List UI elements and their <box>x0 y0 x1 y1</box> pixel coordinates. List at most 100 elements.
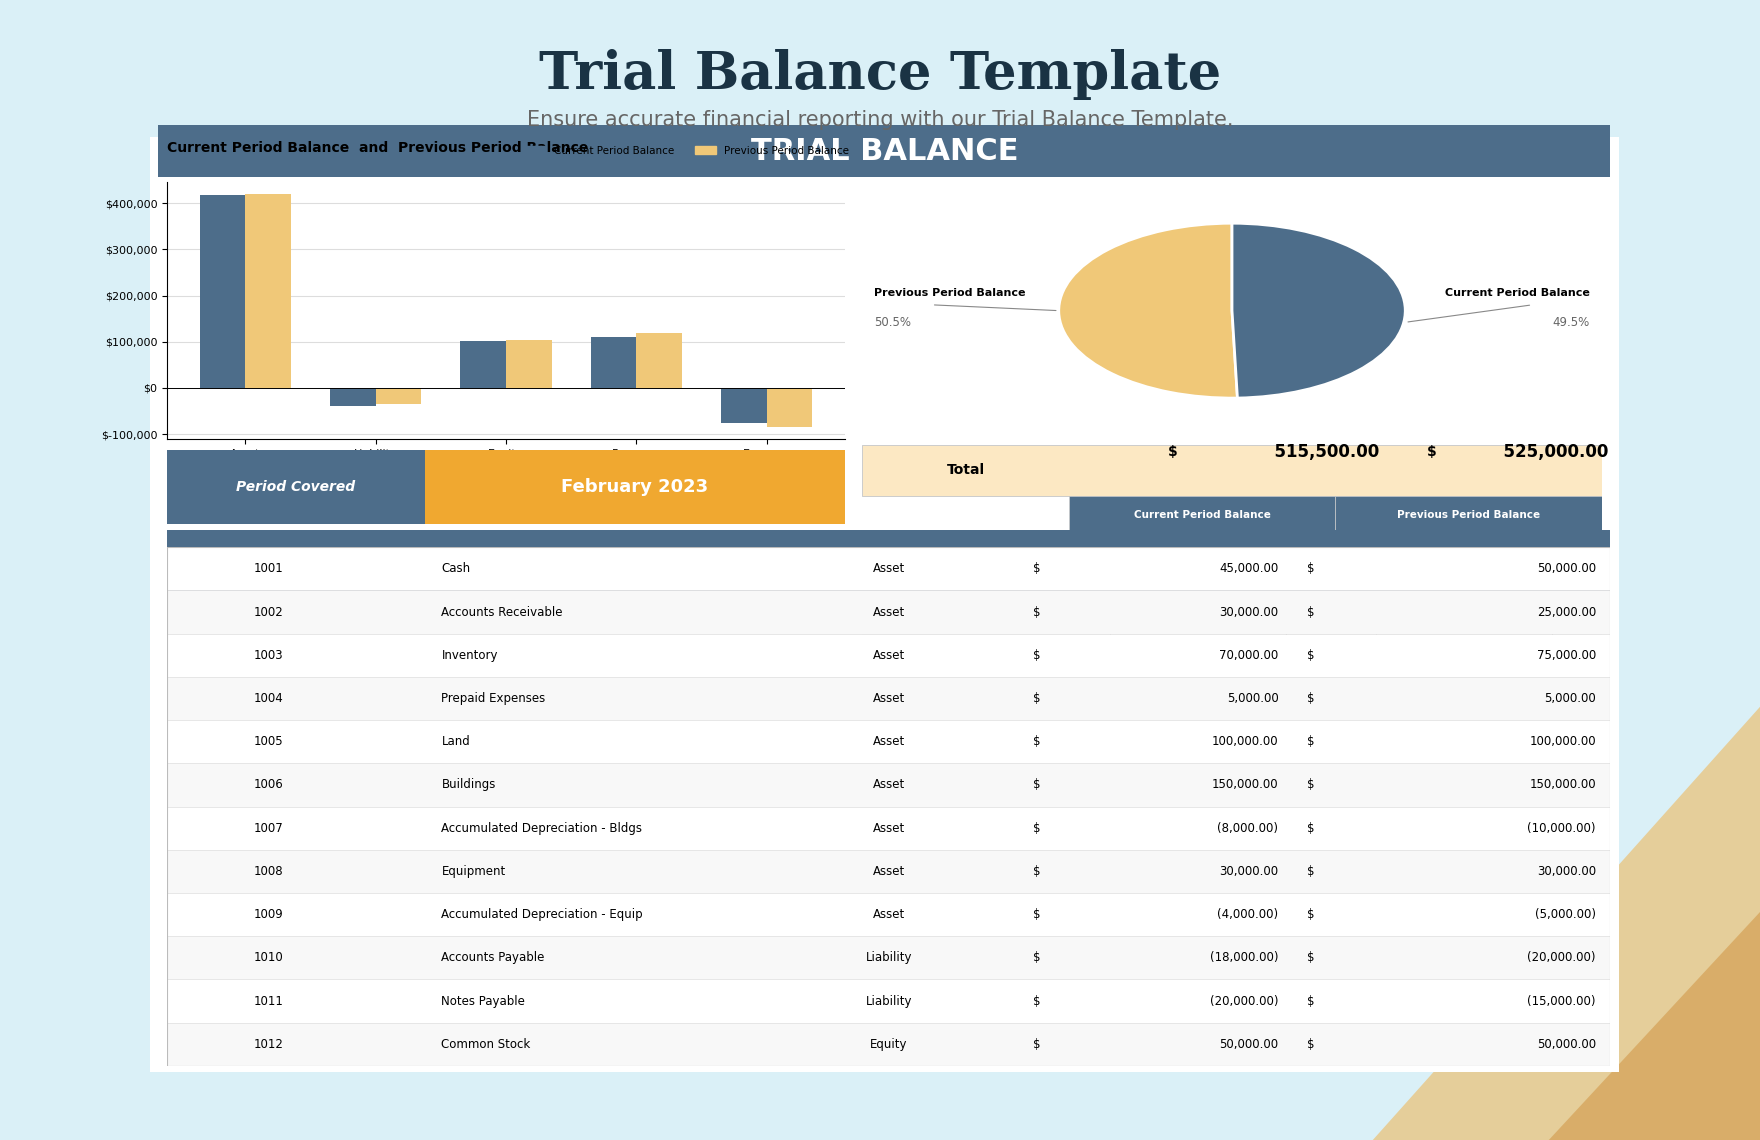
Bar <box>862 592 1602 618</box>
Text: February 2023: February 2023 <box>561 479 708 496</box>
Text: Notes Payable: Notes Payable <box>442 994 524 1008</box>
Text: $: $ <box>1373 572 1380 583</box>
Text: 105,000.00: 105,000.00 <box>1531 600 1595 609</box>
Text: (4,000.00): (4,000.00) <box>1218 909 1278 921</box>
Text: 1001: 1001 <box>253 562 283 576</box>
Text: 120,000.00: 120,000.00 <box>1531 626 1595 636</box>
Text: 50,000.00: 50,000.00 <box>1536 1037 1596 1051</box>
Bar <box>167 634 1610 677</box>
Bar <box>167 807 1610 849</box>
Bar <box>1070 496 1336 534</box>
Text: $: $ <box>1033 692 1040 705</box>
Bar <box>167 547 1610 591</box>
Text: Asset: Asset <box>947 544 984 556</box>
Text: 30,000.00: 30,000.00 <box>1220 865 1278 878</box>
Text: Accumulated Depreciation - Equip: Accumulated Depreciation - Equip <box>442 909 642 921</box>
Text: 1011: 1011 <box>253 994 283 1008</box>
Text: $: $ <box>1308 605 1315 619</box>
Text: Land: Land <box>442 735 470 748</box>
FancyBboxPatch shape <box>136 128 1633 1081</box>
Text: $: $ <box>1308 692 1315 705</box>
Text: $: $ <box>1033 909 1040 921</box>
Text: (20,000.00): (20,000.00) <box>1528 952 1596 964</box>
Text: 525,000.00: 525,000.00 <box>1492 442 1609 461</box>
Bar <box>167 979 1610 1023</box>
Text: Previous Period Balance: Previous Period Balance <box>1397 510 1540 520</box>
Text: 100,000.00: 100,000.00 <box>1213 735 1278 748</box>
Text: $: $ <box>1107 600 1114 609</box>
Bar <box>862 619 1602 644</box>
Text: (35,000.00): (35,000.00) <box>1529 572 1595 583</box>
Text: 1004: 1004 <box>253 692 283 705</box>
Bar <box>167 1023 1610 1066</box>
Text: Account No.: Account No. <box>225 563 310 577</box>
Text: Asset: Asset <box>873 779 905 791</box>
Text: 1003: 1003 <box>253 649 283 661</box>
Text: $: $ <box>1308 865 1315 878</box>
Text: 1009: 1009 <box>253 909 283 921</box>
Text: 1002: 1002 <box>253 605 283 619</box>
Polygon shape <box>968 707 1760 1140</box>
Text: 515,500.00: 515,500.00 <box>1262 442 1378 461</box>
Text: Equipment: Equipment <box>442 865 505 878</box>
Text: 1005: 1005 <box>253 735 283 748</box>
Text: 1010: 1010 <box>253 952 283 964</box>
Text: $: $ <box>1033 649 1040 661</box>
Wedge shape <box>1232 223 1404 398</box>
Text: $: $ <box>1107 545 1114 555</box>
Text: 150,000.00: 150,000.00 <box>1529 779 1596 791</box>
Text: Current Period Balance  and  Previous Period Balance: Current Period Balance and Previous Peri… <box>167 141 588 155</box>
Text: $: $ <box>1107 653 1114 662</box>
Text: (85,000.00): (85,000.00) <box>1529 653 1595 662</box>
Text: $: $ <box>1308 909 1315 921</box>
Text: Revenue: Revenue <box>938 625 994 637</box>
Bar <box>167 764 1610 807</box>
Bar <box>591 337 637 388</box>
Text: Asset: Asset <box>873 649 905 661</box>
Text: 110,000.00: 110,000.00 <box>1265 626 1329 636</box>
Text: $: $ <box>1308 735 1315 748</box>
Bar <box>862 565 1602 591</box>
Text: $: $ <box>1033 994 1040 1008</box>
Text: Total: Total <box>947 463 986 478</box>
Text: Ensure accurate financial reporting with our Trial Balance Template.: Ensure accurate financial reporting with… <box>526 109 1234 130</box>
Text: $: $ <box>1033 605 1040 619</box>
Bar <box>375 388 421 405</box>
Text: 1008: 1008 <box>253 865 283 878</box>
Text: $: $ <box>1033 952 1040 964</box>
Bar <box>461 341 507 388</box>
Text: 30,000.00: 30,000.00 <box>1220 605 1278 619</box>
Bar <box>167 591 1610 634</box>
Text: 102,000.00: 102,000.00 <box>1265 600 1329 609</box>
Text: Asset: Asset <box>873 735 905 748</box>
Text: $: $ <box>1373 626 1380 636</box>
Text: Expense: Expense <box>938 651 994 665</box>
Text: 50,000.00: 50,000.00 <box>1536 562 1596 576</box>
Bar <box>201 195 245 388</box>
Wedge shape <box>1060 223 1237 398</box>
Polygon shape <box>1267 912 1760 1140</box>
Bar <box>722 388 767 423</box>
Text: 420,000.00: 420,000.00 <box>1531 545 1595 555</box>
Text: Previous Period
Balance: Previous Period Balance <box>1382 556 1492 584</box>
Text: $: $ <box>1308 779 1315 791</box>
Text: $: $ <box>1033 822 1040 834</box>
Bar <box>862 538 1602 564</box>
Bar <box>167 677 1610 720</box>
Text: Asset: Asset <box>873 605 905 619</box>
Text: $: $ <box>1308 1037 1315 1051</box>
Text: 50.5%: 50.5% <box>875 316 912 328</box>
Text: Accounts Receivable: Accounts Receivable <box>442 605 563 619</box>
Text: Buildings: Buildings <box>442 779 496 791</box>
Bar <box>424 450 845 524</box>
Text: Equity: Equity <box>945 597 987 611</box>
Text: 45,000.00: 45,000.00 <box>1220 562 1278 576</box>
Text: Asset: Asset <box>873 692 905 705</box>
Text: $: $ <box>1169 445 1177 458</box>
Text: Asset: Asset <box>873 822 905 834</box>
Text: 1006: 1006 <box>253 779 283 791</box>
Text: $: $ <box>1107 572 1114 583</box>
Text: $: $ <box>1033 1037 1040 1051</box>
Text: 30,000.00: 30,000.00 <box>1536 865 1596 878</box>
Text: Common Stock: Common Stock <box>442 1037 532 1051</box>
